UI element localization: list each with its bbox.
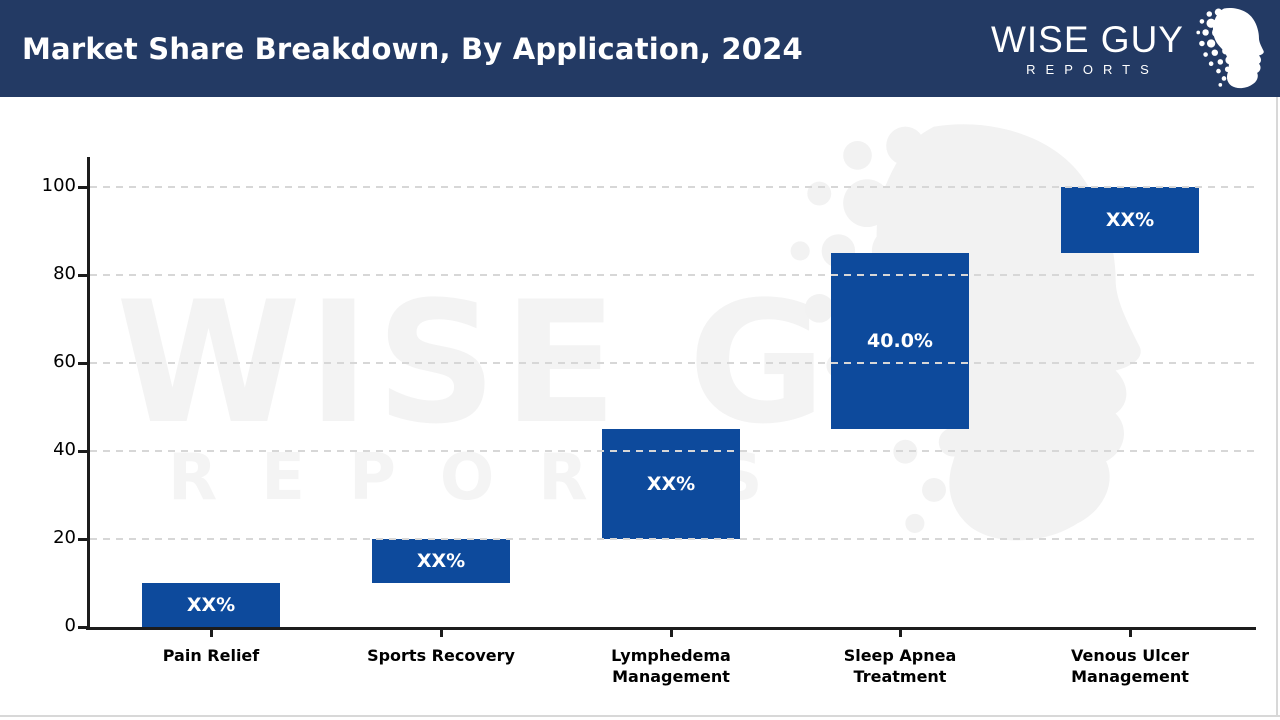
bar-3: 40.0% — [831, 253, 969, 429]
gridline-20 — [90, 538, 1256, 540]
y-tick-label-100: 100 — [41, 175, 76, 196]
y-tick-label-60: 60 — [53, 351, 76, 372]
gridline-40 — [90, 450, 1256, 452]
x-category-label-line: Venous Ulcer — [1071, 646, 1189, 665]
y-tick-mark-20 — [78, 537, 87, 541]
y-tick-label-20: 20 — [53, 527, 76, 548]
bar-value-label: XX% — [416, 550, 466, 572]
x-tick-mark-2 — [669, 628, 673, 637]
y-tick-mark-100 — [78, 185, 87, 189]
bar-value-label: XX% — [1105, 209, 1155, 231]
x-tick-mark-0 — [209, 628, 213, 637]
bar-1: XX% — [372, 539, 510, 583]
image-bottom-border — [0, 715, 1280, 717]
x-category-label-1: Sports Recovery — [326, 645, 556, 666]
logo-wordmark: WISE GUY REPORTS — [991, 21, 1184, 77]
logo-wordmark-line2: REPORTS — [1026, 62, 1159, 77]
x-category-label-line: Treatment — [853, 667, 947, 686]
x-category-label-2: Lymphedema Management — [556, 645, 786, 687]
logo-face-icon — [1196, 8, 1264, 89]
x-category-label-line: Management — [612, 667, 730, 686]
x-tick-mark-4 — [1128, 628, 1132, 637]
bar-value-label: XX% — [646, 473, 696, 495]
y-tick-label-80: 80 — [53, 263, 76, 284]
gridline-60 — [90, 362, 1256, 364]
page-title: Market Share Breakdown, By Application, … — [22, 31, 803, 66]
wiseguy-logo: WISE GUY REPORTS — [991, 6, 1270, 92]
bar-4: XX% — [1061, 187, 1199, 253]
bar-value-label: XX% — [186, 594, 236, 616]
y-tick-label-40: 40 — [53, 439, 76, 460]
x-category-label-0: Pain Relief — [96, 645, 326, 666]
image-right-border — [1276, 97, 1278, 716]
logo-wordmark-line1: WISE GUY — [990, 19, 1184, 60]
x-category-label-3: Sleep Apnea Treatment — [785, 645, 1015, 687]
header: Market Share Breakdown, By Application, … — [0, 0, 1280, 97]
y-tick-mark-80 — [78, 273, 87, 277]
x-category-label-line: Pain Relief — [162, 646, 260, 665]
y-tick-label-0: 0 — [64, 615, 76, 636]
bar-2: XX% — [602, 429, 740, 539]
y-tick-mark-40 — [78, 449, 87, 453]
x-category-label-line: Sports Recovery — [367, 646, 515, 665]
x-category-label-4: Venous Ulcer Management — [1015, 645, 1245, 687]
y-tick-mark-60 — [78, 361, 87, 365]
bar-0: XX% — [142, 583, 280, 627]
x-axis-line — [86, 627, 1256, 630]
gridline-100 — [90, 186, 1256, 188]
bar-value-label: 40.0% — [867, 330, 933, 352]
x-tick-mark-1 — [439, 628, 443, 637]
x-category-label-line: Lymphedema — [611, 646, 731, 665]
y-axis-line — [87, 157, 90, 630]
x-category-label-line: Sleep Apnea — [843, 646, 957, 665]
x-tick-mark-3 — [898, 628, 902, 637]
gridline-80 — [90, 274, 1256, 276]
x-category-label-line: Management — [1071, 667, 1189, 686]
chart-area: WISE GUY REPORTS XX% XX% XX% 40.0% XX% 0 20 40… — [0, 97, 1280, 720]
y-tick-mark-0 — [78, 625, 87, 629]
